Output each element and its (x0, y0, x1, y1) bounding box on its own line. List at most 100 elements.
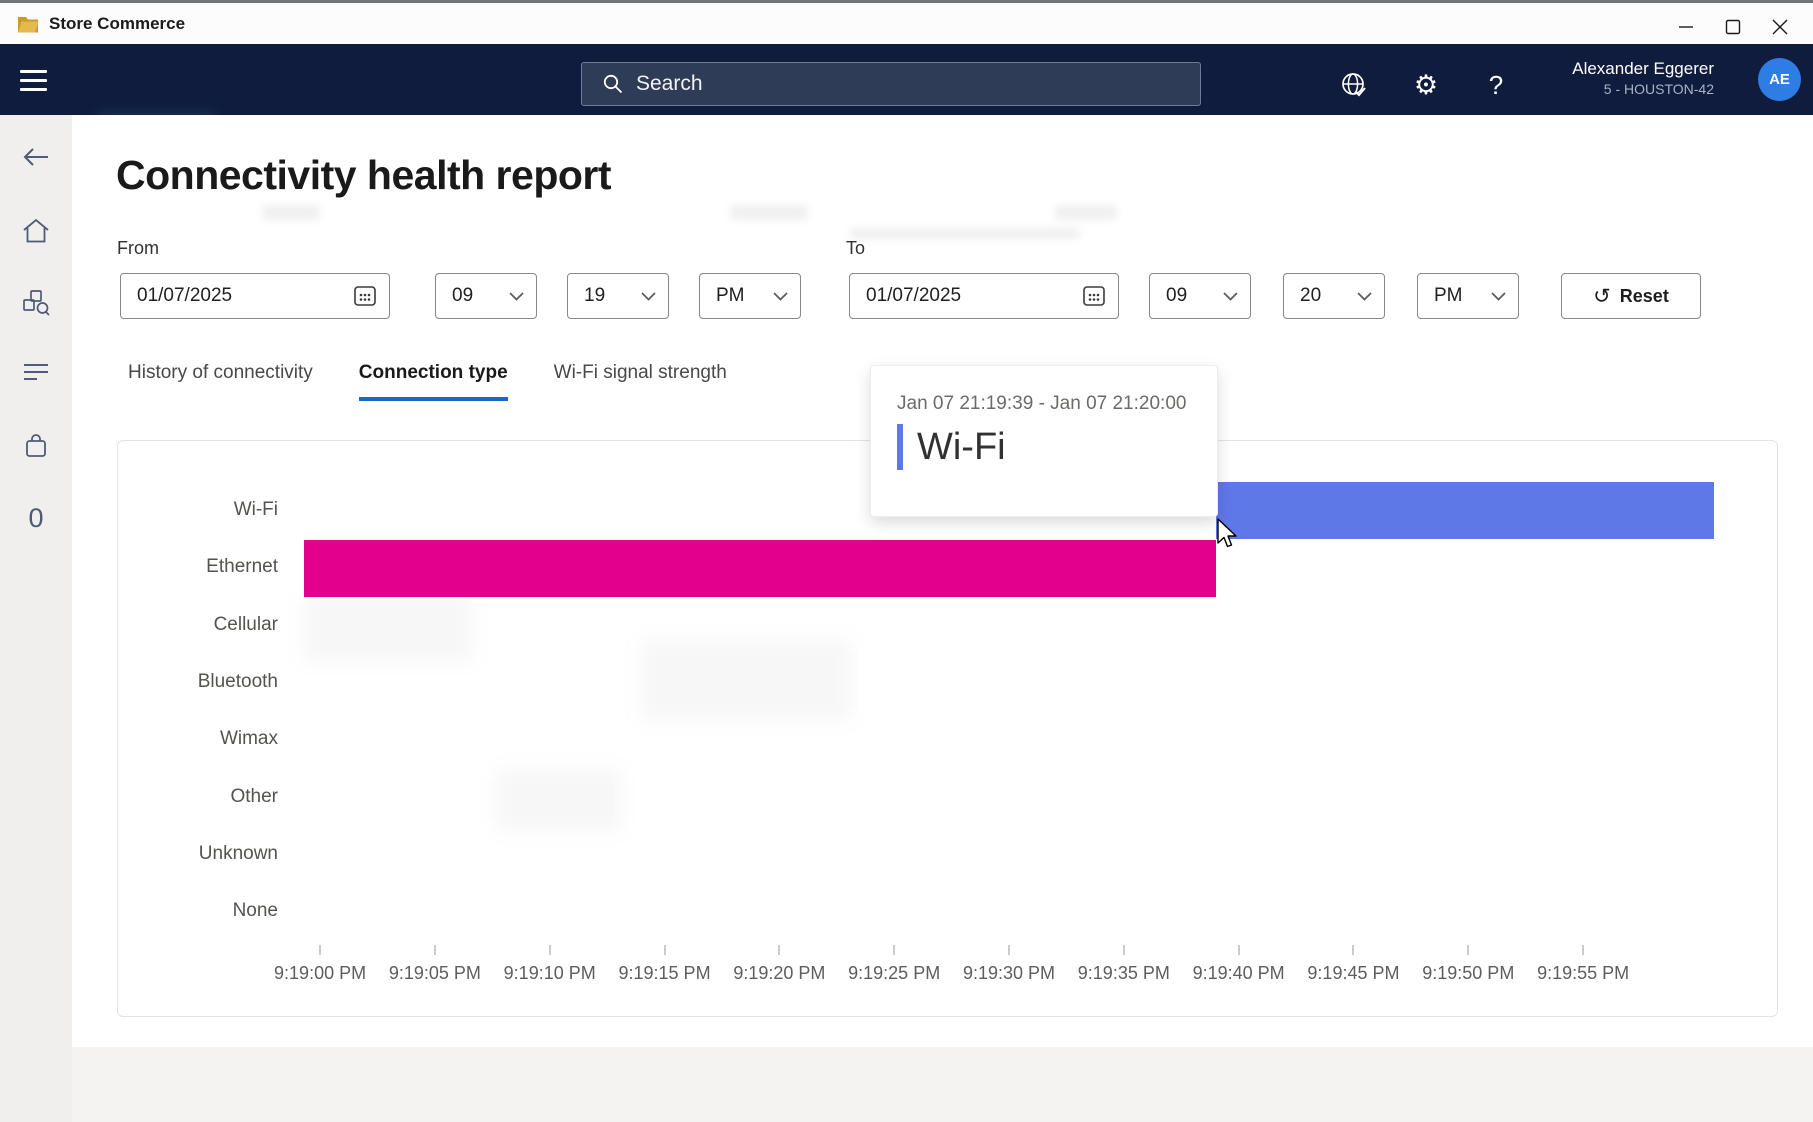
to-minute-value: 20 (1300, 285, 1322, 306)
from-meridiem-dropdown[interactable]: PM (699, 273, 801, 319)
user-name: Alexander Eggerer (1572, 59, 1714, 78)
ghost-artifact (262, 205, 320, 220)
to-minute-dropdown[interactable]: 20 (1283, 273, 1385, 319)
home-icon (23, 218, 49, 243)
store-selector-button[interactable] (1333, 64, 1375, 106)
ghost-artifact (1055, 205, 1117, 220)
from-hour-dropdown[interactable]: 09 (435, 273, 537, 319)
x-axis-tick (893, 945, 896, 955)
chevron-down-icon (641, 291, 656, 301)
x-axis-tick (1352, 945, 1355, 955)
to-meridiem-dropdown[interactable]: PM (1417, 273, 1519, 319)
chevron-down-icon (1357, 291, 1372, 301)
chart-bar-ethernet[interactable] (304, 539, 1216, 597)
from-meridiem-value: PM (716, 285, 745, 306)
chevron-down-icon (773, 291, 788, 301)
x-axis-tick-label: 9:19:55 PM (1537, 963, 1630, 983)
window-controls (1662, 6, 1803, 47)
x-axis-tick-label: 9:19:50 PM (1422, 963, 1515, 983)
lines-list-icon (24, 364, 48, 380)
user-info[interactable]: Alexander Eggerer 5 - HOUSTON-42 (1520, 58, 1714, 99)
user-store-register: 5 - HOUSTON-42 (1603, 81, 1714, 97)
cart-count-label: 0 (28, 502, 44, 533)
chart-category-label: Wimax (219, 728, 278, 750)
window-title: Store Commerce (49, 13, 186, 33)
globe-icon (1342, 73, 1366, 97)
chevron-down-icon (1223, 291, 1238, 301)
x-axis-tick-label: 9:19:45 PM (1307, 963, 1400, 983)
chart-category-label: Bluetooth (197, 670, 278, 692)
x-axis-tick (1467, 945, 1470, 955)
tab-wi-fi-signal-strength[interactable]: Wi-Fi signal strength (553, 362, 727, 383)
sidebar-item-cart[interactable] (16, 426, 56, 466)
avatar[interactable]: AE (1758, 58, 1801, 101)
tooltip-time-range: Jan 07 21:19:39 - Jan 07 21:20:00 (897, 393, 1187, 414)
sidebar-cart-count[interactable]: 0 (16, 498, 56, 538)
to-meridiem-value: PM (1434, 285, 1463, 306)
x-axis-tick-label: 9:19:25 PM (848, 963, 941, 983)
tab-connection-type[interactable]: Connection type (358, 362, 508, 401)
chart-category-label: Other (230, 785, 278, 807)
back-arrow-icon (23, 148, 48, 166)
x-axis-tick (1237, 945, 1240, 955)
chevron-down-icon (1491, 291, 1506, 301)
menu-button[interactable] (20, 66, 48, 92)
chevron-down-icon (509, 291, 524, 301)
sidebar-item-transactions[interactable] (16, 352, 56, 392)
sidebar-item-home[interactable] (16, 211, 56, 251)
x-axis-tick-label: 9:19:05 PM (388, 963, 481, 983)
x-axis-tick-label: 9:19:10 PM (503, 963, 596, 983)
mouse-cursor (1217, 518, 1237, 548)
tab-history-of-connectivity[interactable]: History of connectivity (128, 362, 313, 383)
tabs: History of connectivity Connection type Wi… (128, 362, 773, 401)
x-axis-tick-label: 9:19:15 PM (618, 963, 711, 983)
to-date-field[interactable]: 01/07/2025 (849, 273, 1119, 319)
left-sidebar: 0 (0, 115, 72, 1122)
chart-category-label: Unknown (198, 842, 278, 864)
products-search-icon (23, 290, 50, 316)
close-icon (1772, 19, 1787, 34)
x-axis-tick-label: 9:19:40 PM (1192, 963, 1285, 983)
search-input[interactable] (636, 72, 1200, 96)
from-minute-dropdown[interactable]: 19 (567, 273, 669, 319)
tooltip-label: Wi-Fi (917, 425, 1006, 468)
x-axis-tick (1122, 945, 1125, 955)
back-button[interactable] (16, 137, 56, 177)
minimize-button[interactable] (1662, 6, 1709, 47)
from-date-field[interactable]: 01/07/2025 (120, 273, 390, 319)
chart-bar-wi-fi[interactable] (1215, 482, 1714, 540)
calendar-icon[interactable] (1082, 284, 1106, 308)
to-controls: 01/07/2025 09 20 PM (849, 273, 1519, 319)
x-axis-tick (433, 945, 436, 955)
footer-band (72, 1047, 1813, 1122)
sidebar-item-products[interactable] (16, 282, 56, 322)
x-axis-tick-label: 9:19:30 PM (962, 963, 1056, 983)
ghost-artifact (303, 593, 473, 661)
to-hour-value: 09 (1166, 285, 1188, 306)
from-label: From (117, 238, 159, 258)
help-button[interactable]: ? (1475, 64, 1517, 106)
settings-button[interactable]: ⚙ (1405, 64, 1447, 106)
reset-button[interactable]: ↺ Reset (1561, 273, 1701, 319)
store-commerce-app-icon (18, 16, 39, 32)
ghost-artifact (730, 205, 808, 220)
to-hour-dropdown[interactable]: 09 (1149, 273, 1251, 319)
top-navigation-bar: ⚙ ? Alexander Eggerer 5 - HOUSTON-42 AE (0, 44, 1813, 140)
maximize-button[interactable] (1709, 6, 1756, 47)
maximize-icon (1725, 19, 1740, 34)
calendar-icon[interactable] (353, 284, 377, 308)
to-label: To (846, 238, 866, 258)
ghost-artifact (641, 639, 851, 721)
ghost-artifact (496, 769, 621, 831)
settings-gear-icon: ⚙ (1413, 69, 1439, 101)
close-button[interactable] (1756, 6, 1803, 47)
x-axis-tick (1582, 945, 1585, 955)
x-axis-tick (1008, 945, 1010, 955)
to-date-value: 01/07/2025 (866, 285, 962, 306)
search-icon (603, 74, 623, 94)
x-axis-tick-label: 9:19:20 PM (733, 963, 826, 983)
x-axis-tick-label: 9:19:00 PM (274, 963, 367, 983)
menu-icon (20, 70, 47, 73)
connection-type-chart: Wi-Fi Ethernet Cellular Bluetooth Wimax Other… (117, 440, 1778, 1017)
tooltip-accent-bar (897, 424, 903, 470)
